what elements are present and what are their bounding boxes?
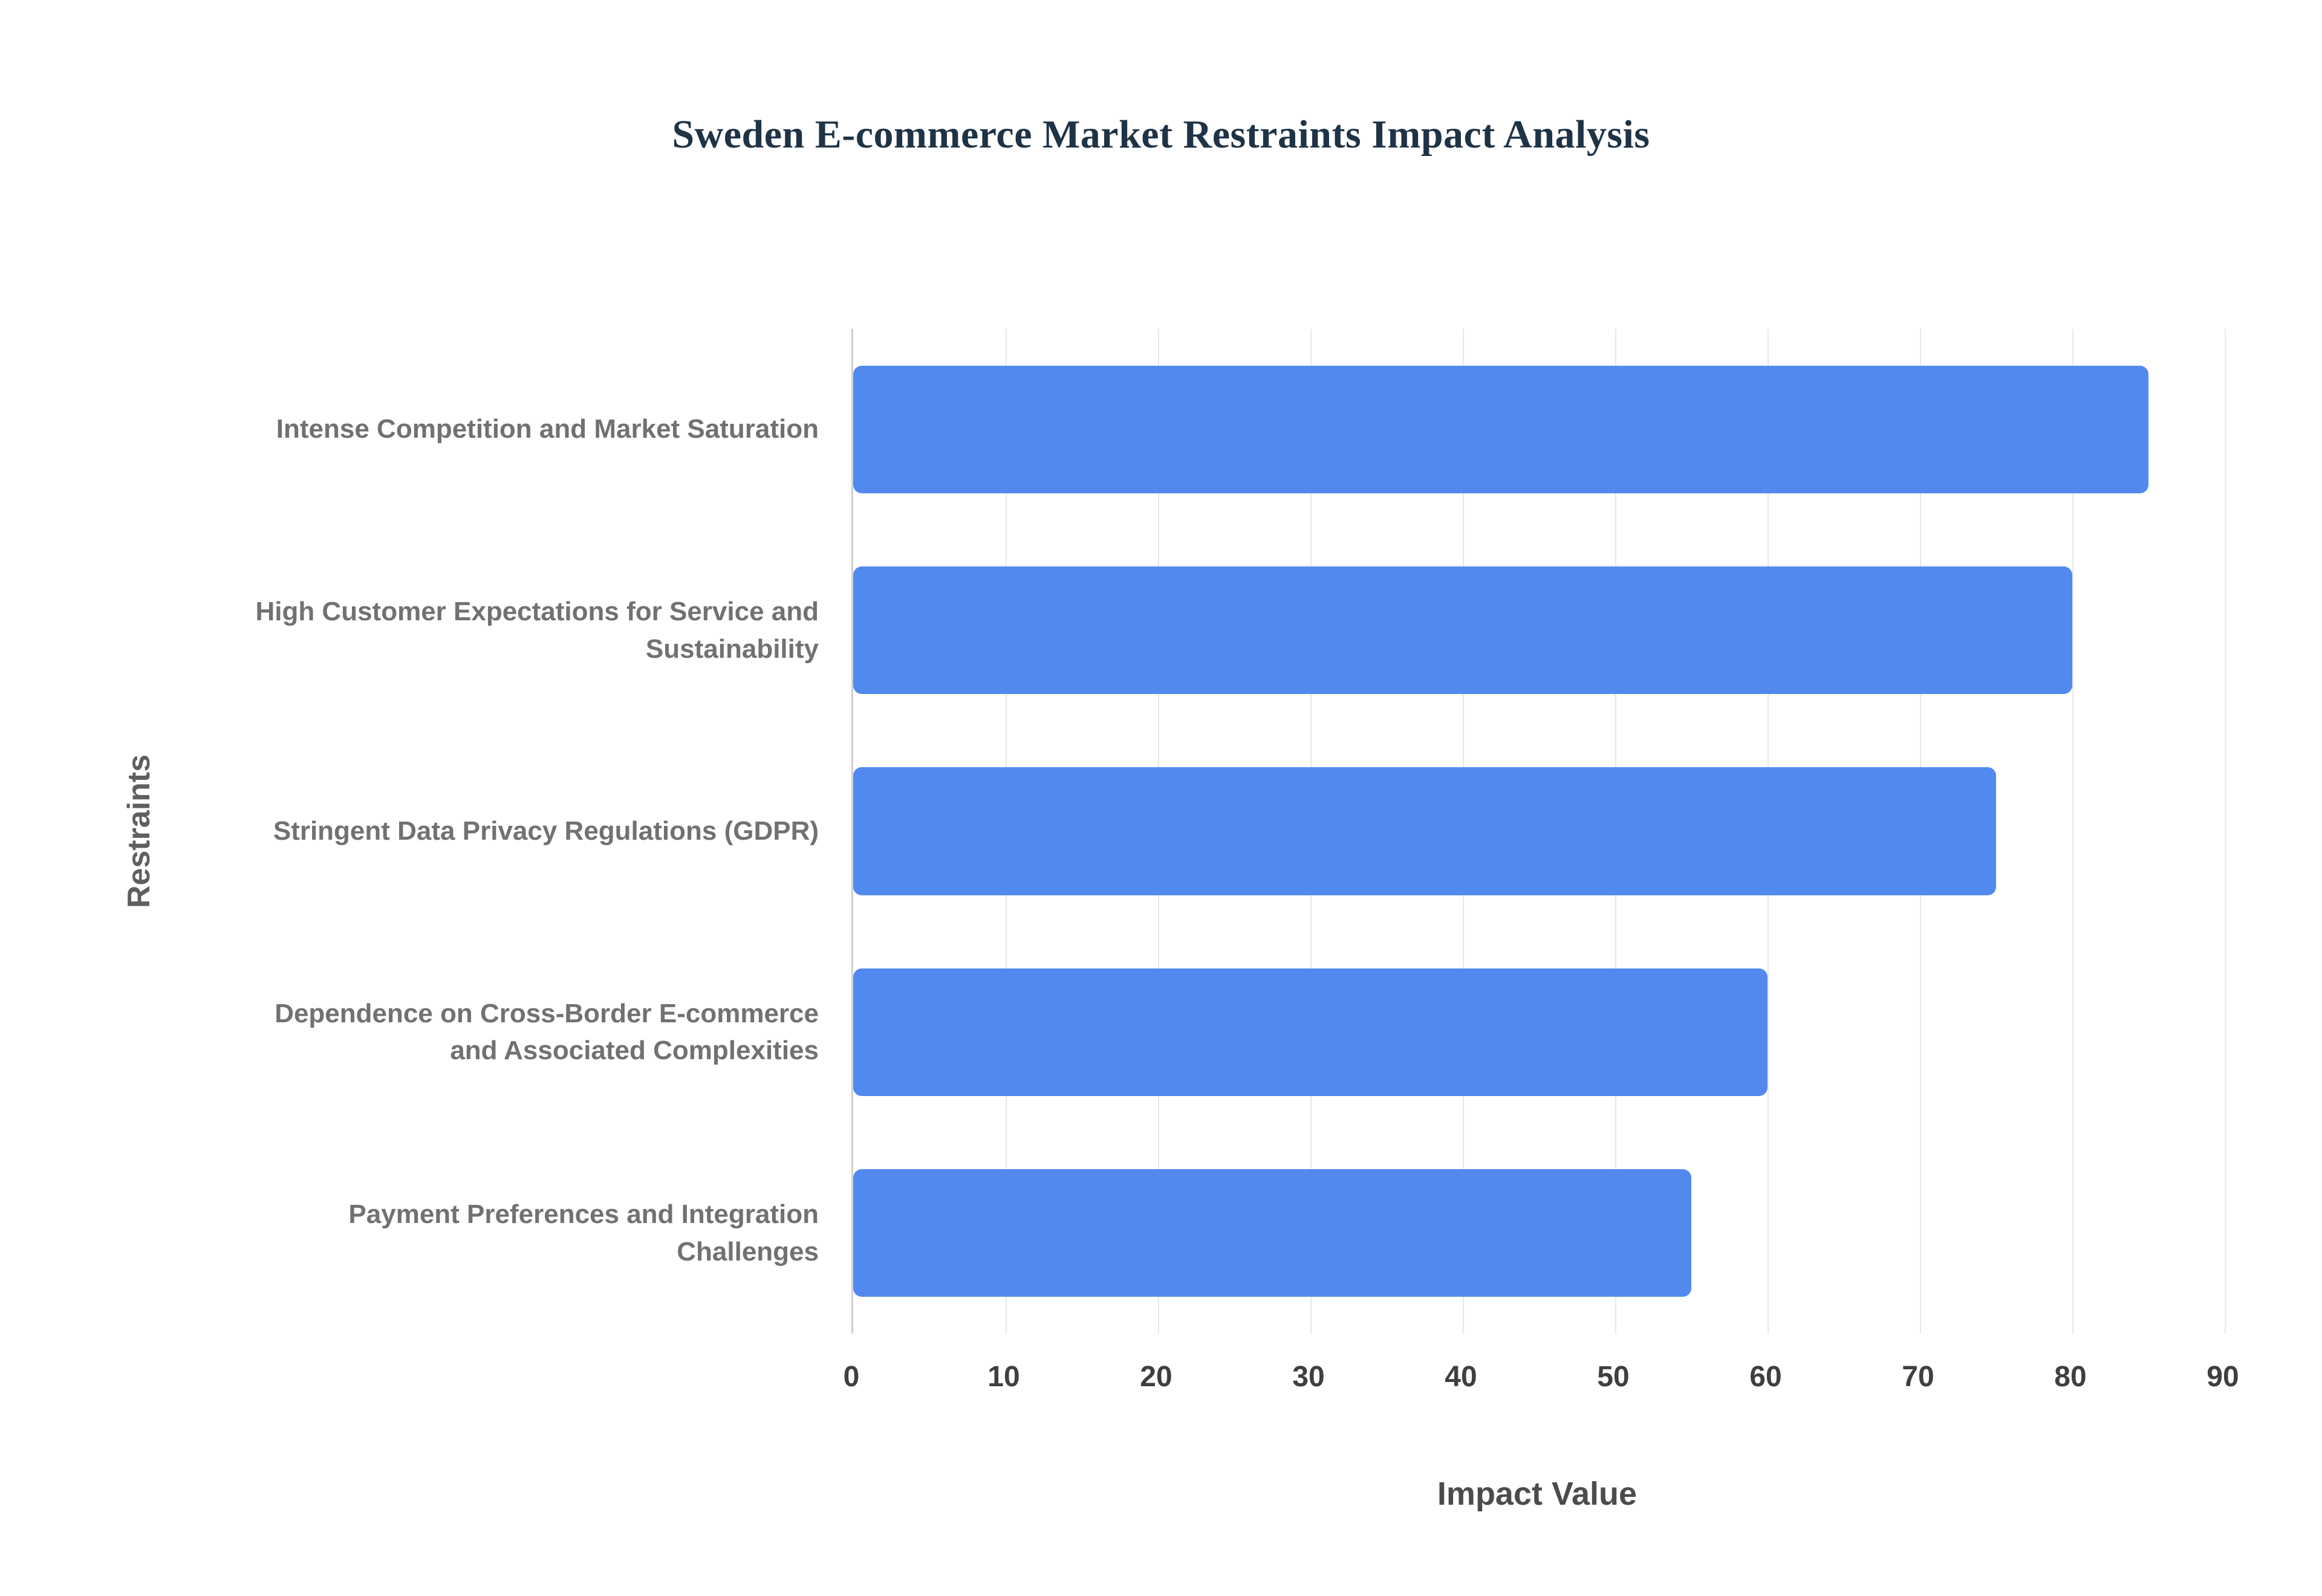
x-tick-label-50: 50 (1597, 1361, 1630, 1393)
gridline-80 (2072, 329, 2073, 1334)
x-tick-label-0: 0 (843, 1361, 860, 1393)
x-tick-label-40: 40 (1445, 1361, 1477, 1393)
x-tick-label-70: 70 (1902, 1361, 1934, 1393)
x-tick-label-10: 10 (987, 1361, 1020, 1393)
bar-0 (853, 365, 2148, 493)
x-tick-label-20: 20 (1140, 1361, 1172, 1393)
bar-4 (853, 1169, 1691, 1297)
plot-area (851, 329, 2226, 1334)
category-label-1: High Customer Expectations for Service a… (255, 596, 819, 664)
y-axis-category-labels: Intense Competition and Market Saturatio… (254, 329, 819, 1334)
category-label-2: Stringent Data Privacy Regulations (GDPR… (273, 816, 819, 846)
category-label-0: Intense Competition and Market Saturatio… (276, 414, 819, 444)
x-axis-title: Impact Value (1437, 1476, 1637, 1512)
x-axis-ticks: 0 10 20 30 40 50 60 70 80 90 (844, 1360, 2239, 1403)
x-tick-label-90: 90 (2207, 1361, 2239, 1393)
bar-1 (853, 566, 2072, 695)
chart-title: Sweden E-commerce Market Restraints Impa… (672, 112, 1650, 157)
x-tick-label-30: 30 (1292, 1361, 1325, 1393)
bar-2 (853, 767, 1996, 895)
gridline-90 (2225, 329, 2226, 1334)
x-tick-label-60: 60 (1749, 1361, 1782, 1393)
category-label-3: Dependence on Cross-Border E-commerce an… (275, 998, 819, 1066)
x-tick-label-80: 80 (2054, 1361, 2087, 1393)
y-axis-title: Restraints (122, 754, 157, 909)
category-label-4: Payment Preferences and Integration Chal… (348, 1199, 819, 1267)
bar-3 (853, 968, 1768, 1096)
